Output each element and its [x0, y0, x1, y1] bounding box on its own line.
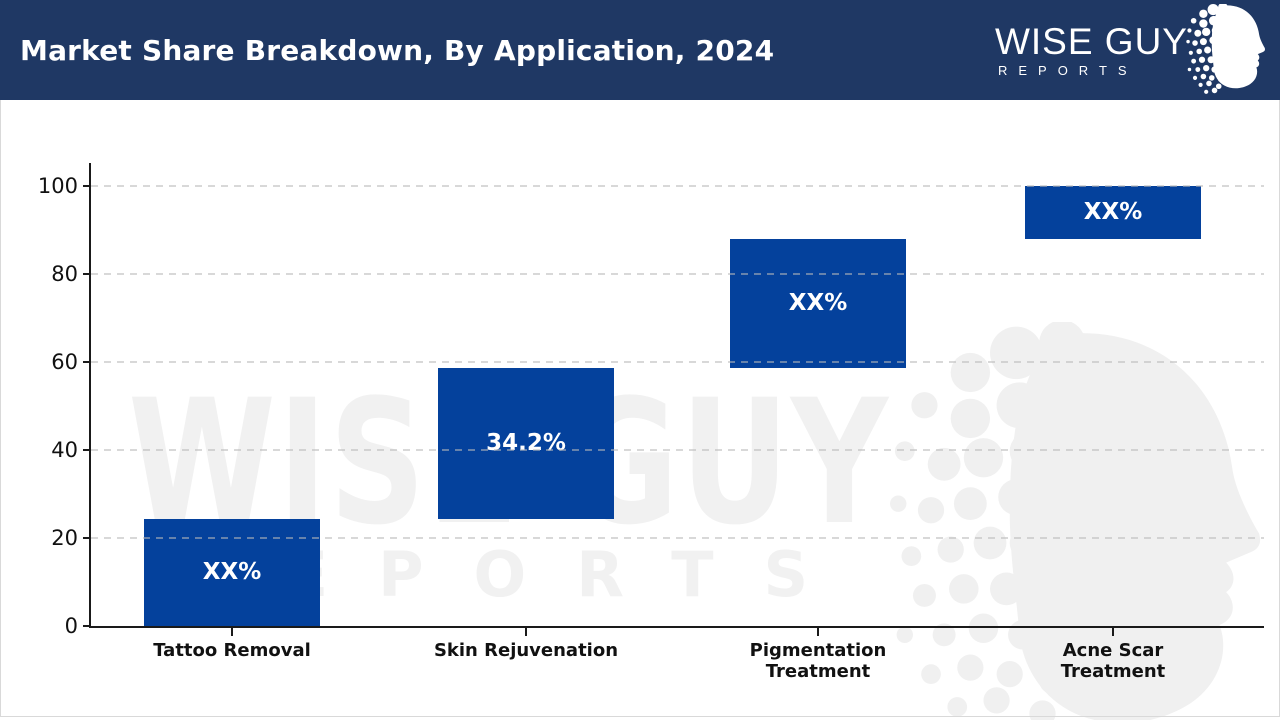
brand-logo-text: WISE GUY REPORTS	[994, 20, 1188, 78]
gridline-y60	[91, 361, 1264, 363]
y-tick-label-0: 0	[64, 614, 78, 638]
y-tick-label-80: 80	[51, 262, 78, 286]
y-tick-mark-60	[83, 361, 89, 363]
x-tick-mark-1	[231, 628, 233, 636]
x-category-label-4: Acne Scar Treatment	[1060, 640, 1166, 682]
y-tick-label-40: 40	[51, 438, 78, 462]
wise-guy-face-icon	[1182, 2, 1268, 96]
y-tick-label-20: 20	[51, 526, 78, 550]
y-tick-mark-80	[83, 273, 89, 275]
y-tick-label-60: 60	[51, 350, 78, 374]
bar-value-label: 34.2%	[486, 430, 566, 457]
y-tick-mark-100	[83, 185, 89, 187]
brand-subtitle: REPORTS	[997, 62, 1138, 78]
gridline-y20	[91, 537, 1264, 539]
y-tick-mark-20	[83, 537, 89, 539]
bar-value-label: XX%	[202, 559, 262, 586]
watermark-face-icon	[872, 320, 1272, 720]
x-tick-mark-4	[1112, 628, 1114, 636]
x-category-label-1: Tattoo Removal	[153, 640, 311, 661]
header-bar: Market Share Breakdown, By Application, …	[0, 0, 1280, 100]
bar-segment-4: XX%	[1025, 186, 1201, 239]
x-category-label-2: Skin Rejuvenation	[433, 640, 619, 661]
brand-logo: WISE GUY REPORTS	[994, 2, 1280, 96]
x-tick-mark-2	[525, 628, 527, 636]
y-tick-label-100: 100	[37, 174, 78, 198]
y-tick-mark-40	[83, 449, 89, 451]
x-tick-mark-3	[817, 628, 819, 636]
gridline-y100	[91, 185, 1264, 187]
gridline-y80	[91, 273, 1264, 275]
bar-segment-1: XX%	[144, 518, 320, 626]
x-category-label-3: Pigmentation Treatment	[749, 640, 887, 682]
gridline-y40	[91, 449, 1264, 451]
bar-segment-3: XX%	[730, 238, 906, 369]
bar-value-label: XX%	[788, 290, 848, 317]
bar-segment-2: 34.2%	[438, 368, 614, 519]
chart-plot-area: 0 20 40 60 80 100 XX% Tattoo Removal 34.2% Skin R…	[38, 163, 1264, 682]
brand-name: WISE GUY	[994, 20, 1188, 62]
bar-value-label: XX%	[1083, 199, 1143, 226]
y-tick-mark-0	[83, 625, 89, 627]
x-axis-line	[89, 626, 1264, 628]
page-title: Market Share Breakdown, By Application, …	[20, 33, 775, 67]
